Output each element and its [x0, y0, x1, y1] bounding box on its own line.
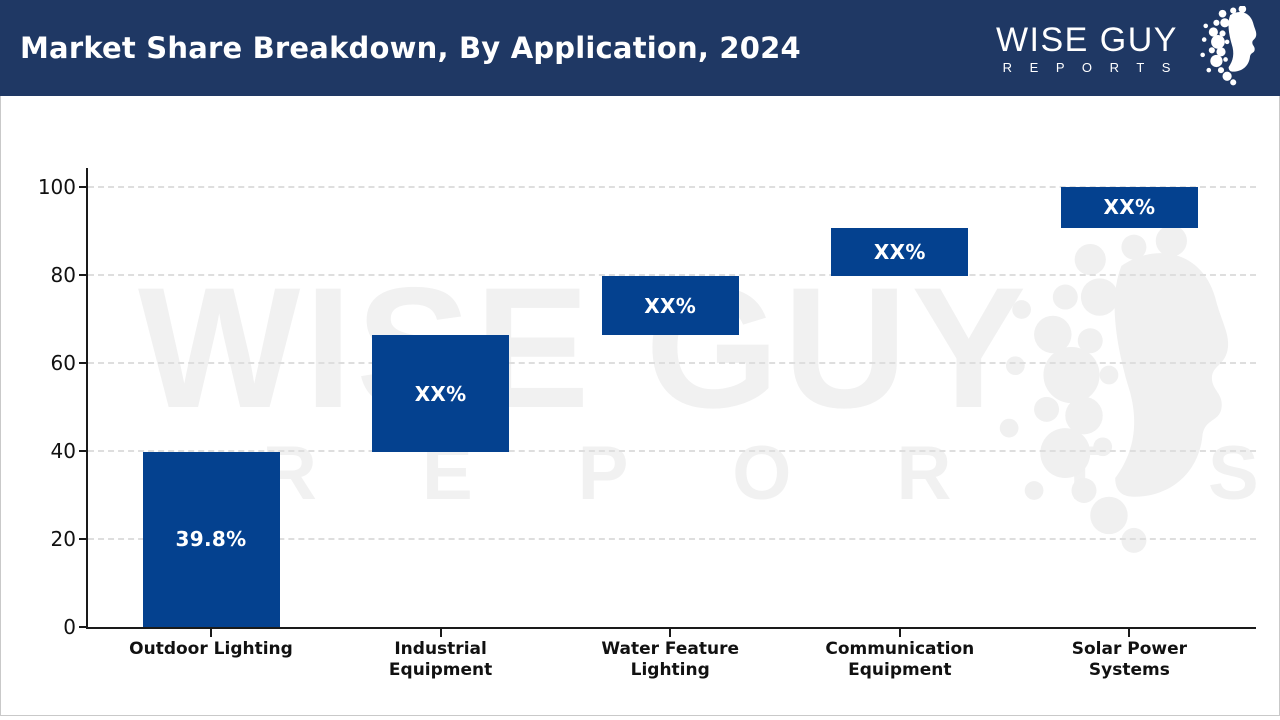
y-tick-mark	[79, 362, 88, 364]
waterfall-bar: 39.8%	[142, 451, 280, 627]
gridline	[88, 362, 1256, 364]
gridline	[88, 538, 1256, 540]
gridline	[88, 186, 1256, 188]
logo-face-icon	[1182, 6, 1260, 90]
waterfall-bar: XX%	[372, 335, 510, 452]
header-bar: Market Share Breakdown, By Application, …	[0, 0, 1280, 96]
watermark-text-wise-guy: WISE GUY	[138, 252, 1031, 444]
y-tick-label: 20	[50, 527, 76, 551]
waterfall-bar: XX%	[831, 227, 969, 276]
y-tick-label: 60	[50, 351, 76, 375]
y-axis-line	[86, 168, 88, 629]
x-tick-mark	[898, 629, 901, 637]
bar-value-label: XX%	[414, 381, 467, 406]
x-tick-mark	[669, 629, 672, 637]
y-tick-mark	[79, 538, 88, 540]
gridline	[88, 450, 1256, 452]
bar-value-label: XX%	[873, 239, 926, 264]
page-title: Market Share Breakdown, By Application, …	[20, 31, 801, 65]
x-tick-mark	[439, 629, 442, 637]
wise-guy-reports-logo: WISE GUY R E P O R T S	[996, 6, 1260, 90]
logo-wise-guy-label: WISE GUY	[995, 20, 1178, 59]
x-tick-mark	[1128, 629, 1131, 637]
waterfall-bar: XX%	[601, 275, 739, 336]
x-category-label: Outdoor Lighting	[129, 639, 293, 659]
y-tick-label: 0	[63, 615, 76, 639]
y-tick-mark	[79, 274, 88, 276]
y-tick-mark	[79, 626, 88, 628]
y-tick-label: 80	[50, 263, 76, 287]
x-axis-line	[86, 627, 1256, 629]
bar-value-label: 39.8%	[175, 527, 247, 552]
y-tick-mark	[79, 186, 88, 188]
waterfall-bar: XX%	[1060, 187, 1198, 228]
y-tick-label: 40	[50, 439, 76, 463]
y-tick-mark	[79, 450, 88, 452]
x-category-label: Communication Equipment	[825, 639, 975, 681]
x-category-label: Solar Power Systems	[1071, 639, 1188, 681]
logo-reports-label: R E P O R T S	[1002, 59, 1178, 75]
bar-value-label: XX%	[1103, 195, 1156, 220]
logo-text: WISE GUY R E P O R T S	[996, 23, 1178, 74]
x-category-label: Industrial Equipment	[388, 639, 493, 681]
bar-value-label: XX%	[644, 293, 697, 318]
gridline	[88, 274, 1256, 276]
x-tick-mark	[210, 629, 212, 637]
x-category-label: Water Feature Lighting	[601, 639, 740, 681]
y-tick-label: 100	[37, 175, 76, 199]
